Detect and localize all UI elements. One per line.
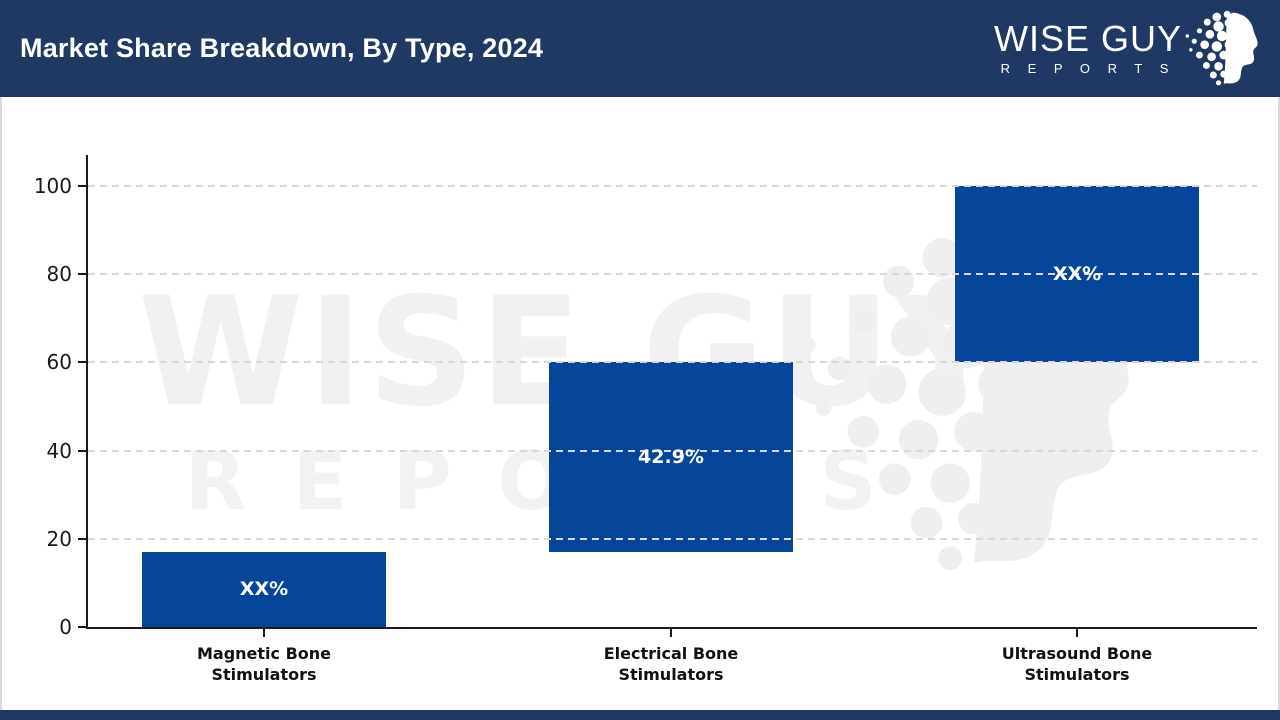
logo-text: WISE GUY R E P O R T S — [993, 18, 1182, 77]
x-tick-2 — [670, 629, 672, 637]
y-tick-label-60: 60 — [46, 350, 72, 375]
y-tick-label-20: 20 — [46, 526, 72, 551]
x-category-label-2: Electrical Bone Stimulators — [603, 644, 739, 684]
x-axis — [86, 627, 1257, 629]
y-tick-label-0: 0 — [59, 615, 72, 639]
logo-head-icon — [1178, 10, 1266, 88]
bar-value-label: XX% — [239, 578, 289, 601]
chart-area: XX% 42.9% XX% 0 20 40 60 80 100 Magnetic Bone Sti… — [0, 97, 1280, 710]
header-bar: Market Share Breakdown, By Type, 2024 WI… — [0, 0, 1280, 97]
footer-bar — [0, 710, 1280, 720]
logo-subtext: R E P O R T S — [1000, 61, 1176, 76]
page-border-right — [1278, 97, 1280, 710]
y-tick-80 — [78, 273, 86, 276]
x-tick-3 — [1076, 629, 1078, 637]
gridline-20 — [88, 537, 1257, 540]
y-axis — [86, 155, 88, 629]
gridline-60 — [88, 361, 1257, 364]
gridline-80 — [88, 273, 1257, 276]
logo: WISE GUY R E P O R T S — [994, 10, 1266, 88]
page-border-left — [0, 97, 2, 710]
bar-value-label: 42.9% — [638, 445, 704, 468]
bar-2 — [549, 362, 793, 552]
bar-value-label: XX% — [1052, 263, 1102, 286]
y-tick-20 — [78, 537, 86, 540]
x-tick-1 — [263, 629, 265, 637]
y-tick-60 — [78, 361, 86, 364]
y-tick-label-100: 100 — [33, 174, 72, 198]
y-tick-40 — [78, 449, 86, 452]
y-tick-label-40: 40 — [46, 438, 72, 463]
gridline-100 — [88, 185, 1257, 187]
x-category-label-1: Magnetic Bone Stimulators — [196, 644, 332, 684]
page-title: Market Share Breakdown, By Type, 2024 — [20, 33, 544, 63]
x-category-label-3: Ultrasound Bone Stimulators — [1001, 644, 1153, 684]
bar-1 — [142, 551, 386, 627]
y-tick-0 — [78, 626, 86, 628]
y-tick-100 — [78, 185, 86, 187]
gridline-40 — [88, 449, 1257, 452]
y-tick-label-80: 80 — [46, 262, 72, 287]
logo-wordmark: WISE GUY — [993, 18, 1182, 59]
